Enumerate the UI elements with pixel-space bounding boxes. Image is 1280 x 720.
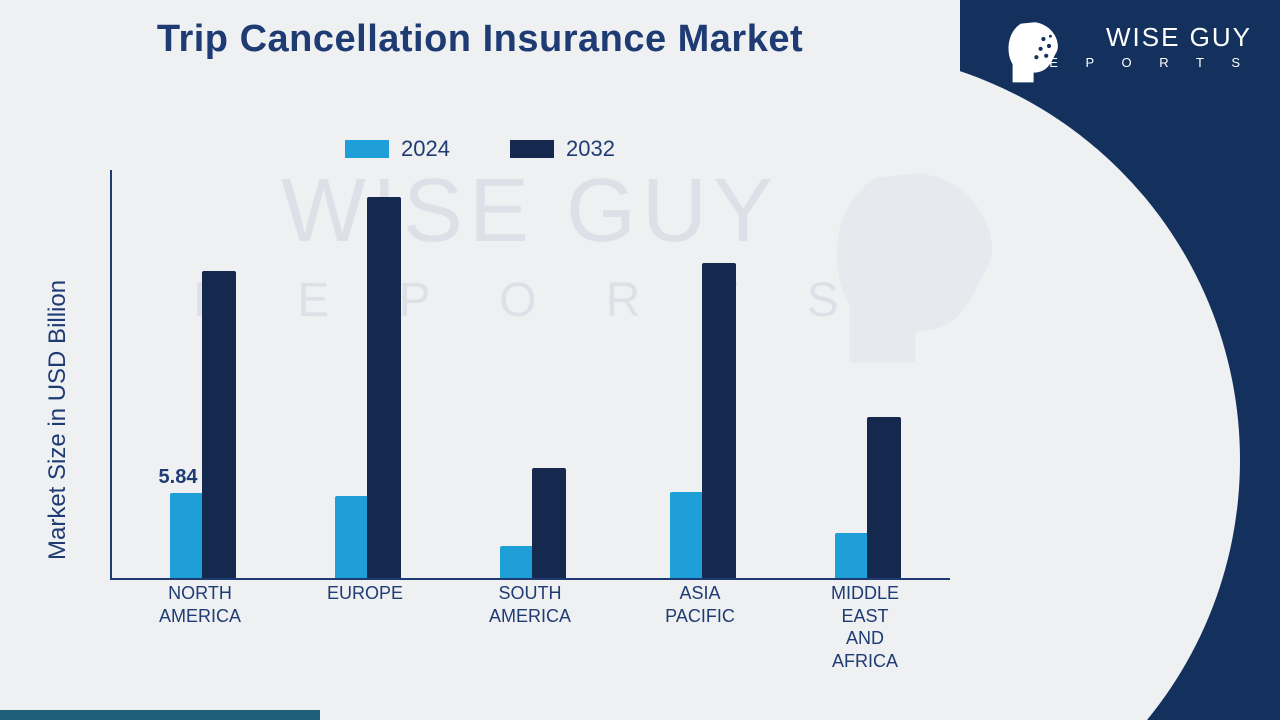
- bar-series2: [867, 417, 901, 578]
- brand-head-icon: [1000, 18, 1070, 88]
- bar-value-label: 5.84: [148, 466, 208, 489]
- bar-series2: [202, 271, 236, 579]
- category-label: SOUTHAMERICA: [470, 582, 590, 627]
- bar-series1: [500, 546, 534, 578]
- bar-series1: [335, 496, 369, 578]
- bottom-accent-strip: [0, 710, 320, 720]
- legend-label-2024: 2024: [401, 136, 450, 162]
- category-label: EUROPE: [305, 582, 425, 605]
- legend: 2024 2032: [0, 136, 960, 162]
- category-label: MIDDLEEASTANDAFRICA: [805, 582, 925, 672]
- category-label: ASIAPACIFIC: [640, 582, 760, 627]
- legend-item-2032: 2032: [510, 136, 615, 162]
- legend-swatch-2024: [345, 140, 389, 158]
- y-axis-line: [110, 170, 112, 580]
- chart-title: Trip Cancellation Insurance Market: [0, 18, 960, 61]
- y-axis-label: Market Size in USD Billion: [44, 280, 72, 560]
- x-axis-line: [110, 578, 950, 580]
- category-label: NORTHAMERICA: [140, 582, 260, 627]
- legend-item-2024: 2024: [345, 136, 450, 162]
- chart-canvas: WISE GUY R E P O R T S Trip Cancellation…: [0, 0, 1280, 720]
- bar-series1: [670, 492, 704, 578]
- bar-series2: [702, 263, 736, 578]
- legend-label-2032: 2032: [566, 136, 615, 162]
- bar-series1: [835, 533, 869, 578]
- bar-series1: [170, 493, 204, 579]
- chart-plot: 5.84NORTHAMERICAEUROPESOUTHAMERICAASIAPA…: [110, 170, 950, 580]
- bar-series2: [367, 197, 401, 578]
- bar-series2: [532, 468, 566, 578]
- legend-swatch-2032: [510, 140, 554, 158]
